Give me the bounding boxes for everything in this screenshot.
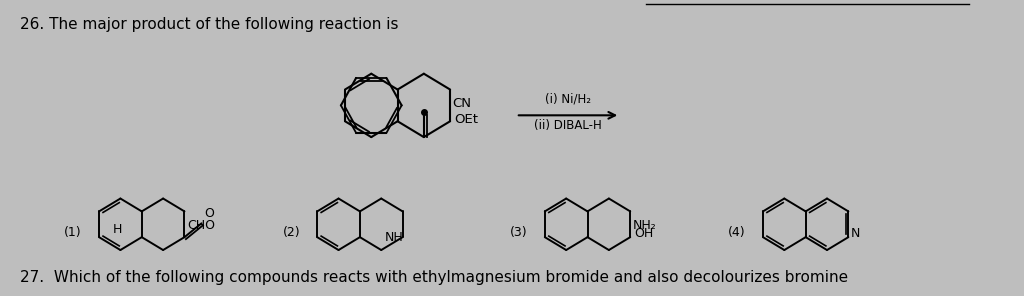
Text: (4): (4)	[728, 226, 745, 239]
Text: CHO: CHO	[187, 219, 215, 232]
Text: O: O	[205, 207, 214, 220]
Text: OH: OH	[634, 227, 653, 240]
Text: H: H	[113, 223, 122, 236]
Text: 27.  Which of the following compounds reacts with ethylmagnesium bromide and als: 27. Which of the following compounds rea…	[20, 270, 849, 285]
Text: (2): (2)	[283, 226, 300, 239]
Text: (1): (1)	[65, 226, 82, 239]
Text: (ii) DIBAL-H: (ii) DIBAL-H	[535, 119, 602, 132]
Text: 26. The major product of the following reaction is: 26. The major product of the following r…	[20, 17, 399, 32]
Text: OEt: OEt	[454, 113, 478, 126]
Text: (3): (3)	[510, 226, 527, 239]
Text: N: N	[851, 227, 860, 240]
Text: NH: NH	[385, 231, 403, 244]
Text: CN: CN	[452, 97, 471, 110]
Text: NH₂: NH₂	[633, 219, 656, 232]
Text: (i) Ni/H₂: (i) Ni/H₂	[545, 92, 591, 105]
